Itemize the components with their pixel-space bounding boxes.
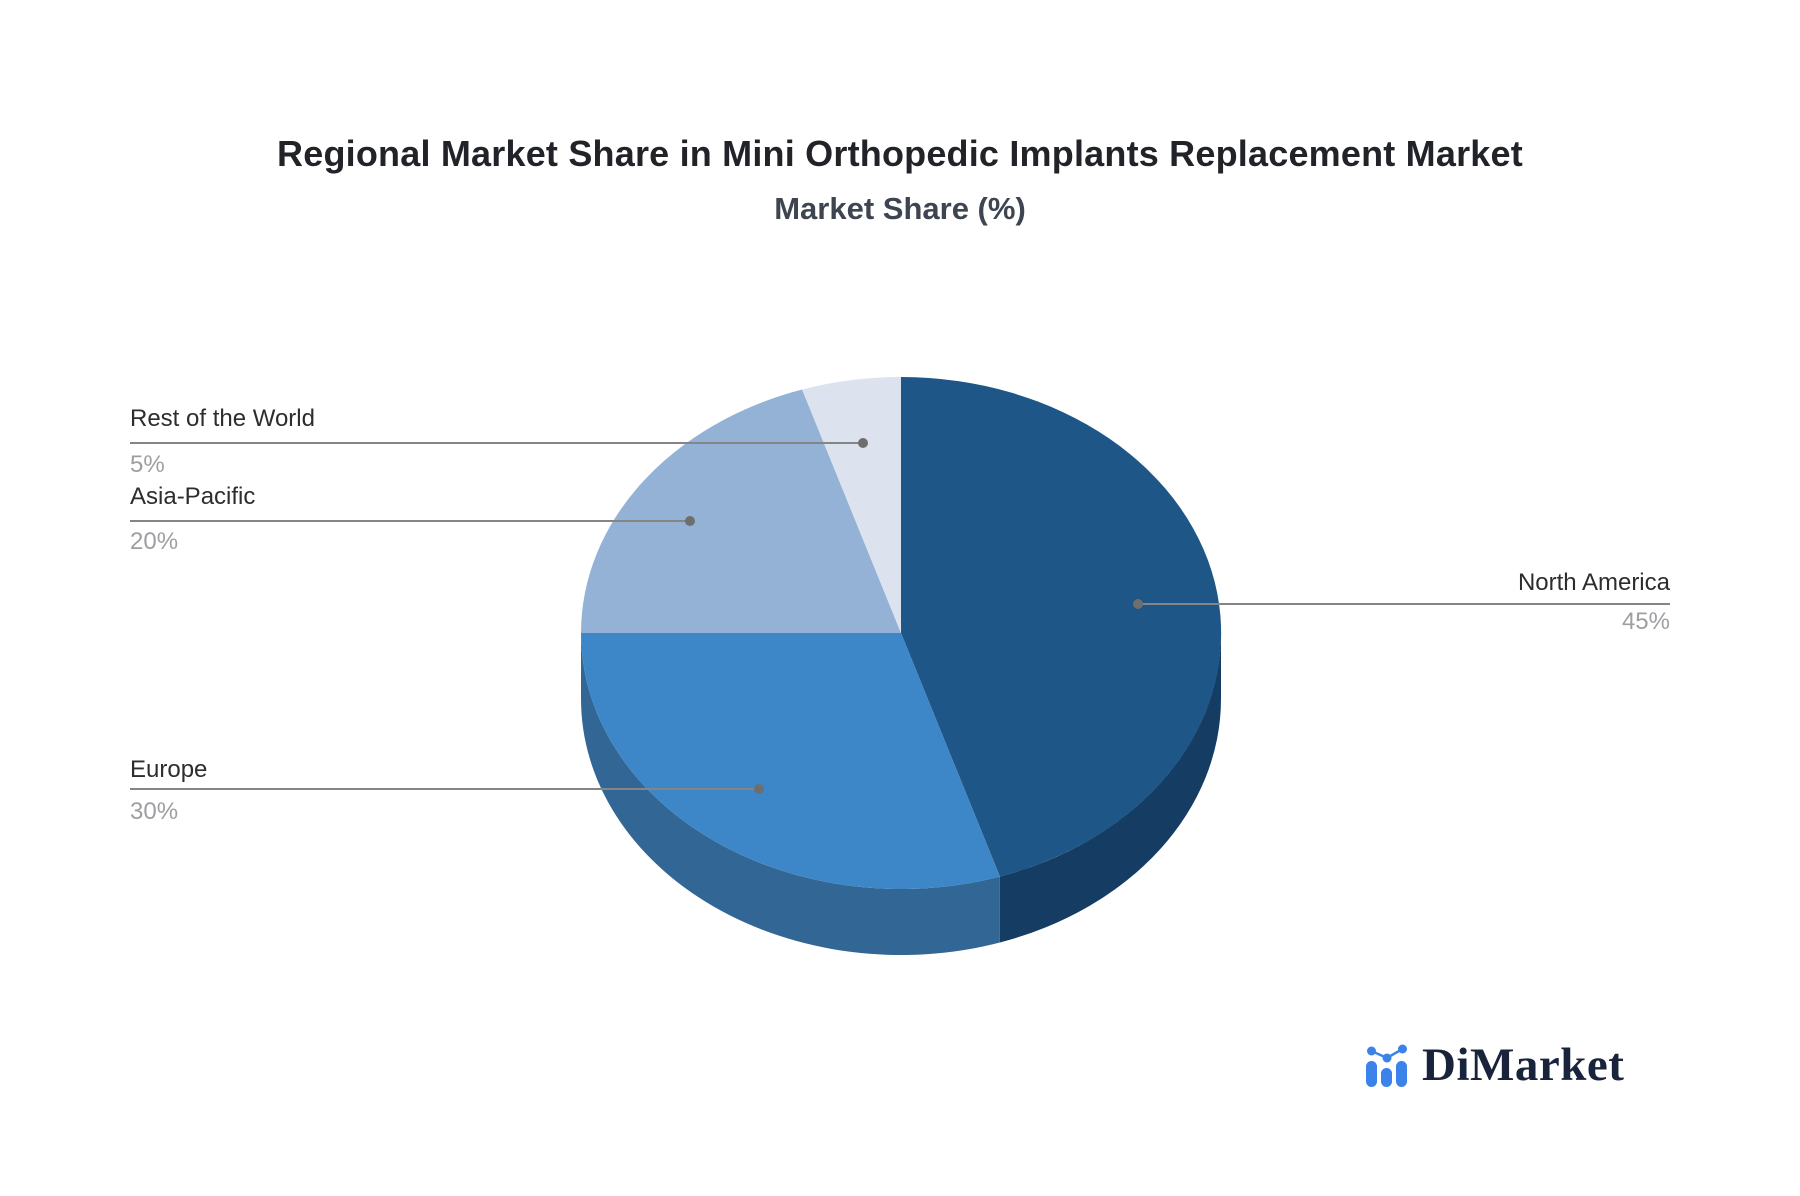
chart-title: Regional Market Share in Mini Orthopedic… bbox=[277, 133, 1523, 174]
callout-label-north-america: North America bbox=[1517, 569, 1670, 596]
callout-pct-north-america: 45% bbox=[1621, 608, 1670, 635]
pie-slice-rest-of-the-world[interactable] bbox=[802, 377, 901, 633]
callout-line-rest-of-the-world bbox=[130, 442, 863, 444]
pie-slice-north-america[interactable] bbox=[901, 377, 1222, 877]
callout-label-europe: Europe bbox=[130, 756, 208, 783]
callout-dot-rest-of-the-world bbox=[858, 438, 868, 448]
bar-chart-icon bbox=[1366, 1044, 1407, 1087]
brand-logo-text: DiMarket bbox=[1422, 1039, 1625, 1091]
callout-dot-europe bbox=[754, 784, 764, 794]
callout-line-europe bbox=[130, 788, 759, 790]
pie-slice-asia-pacific[interactable] bbox=[580, 389, 901, 634]
pie-slice-side-europe[interactable] bbox=[580, 633, 1000, 956]
callout-pct-asia-pacific: 20% bbox=[130, 528, 179, 555]
pie-slice-side-north-america[interactable] bbox=[999, 633, 1222, 943]
callout-line-asia-pacific bbox=[130, 520, 690, 522]
callout-dot-north-america bbox=[1133, 599, 1143, 609]
callout-pct-europe: 30% bbox=[130, 798, 179, 825]
pie-slice-europe[interactable] bbox=[581, 633, 1000, 890]
callout-dot-asia-pacific bbox=[685, 516, 695, 526]
chart-subtitle: Market Share (%) bbox=[774, 191, 1026, 226]
callout-pct-rest-of-the-world: 5% bbox=[130, 451, 165, 478]
callout-line-north-america bbox=[1138, 603, 1670, 605]
callout-label-rest-of-the-world: Rest of the World bbox=[130, 405, 315, 432]
callout-label-asia-pacific: Asia-Pacific bbox=[130, 483, 256, 510]
brand-logo: DiMarket bbox=[1365, 1042, 1624, 1089]
